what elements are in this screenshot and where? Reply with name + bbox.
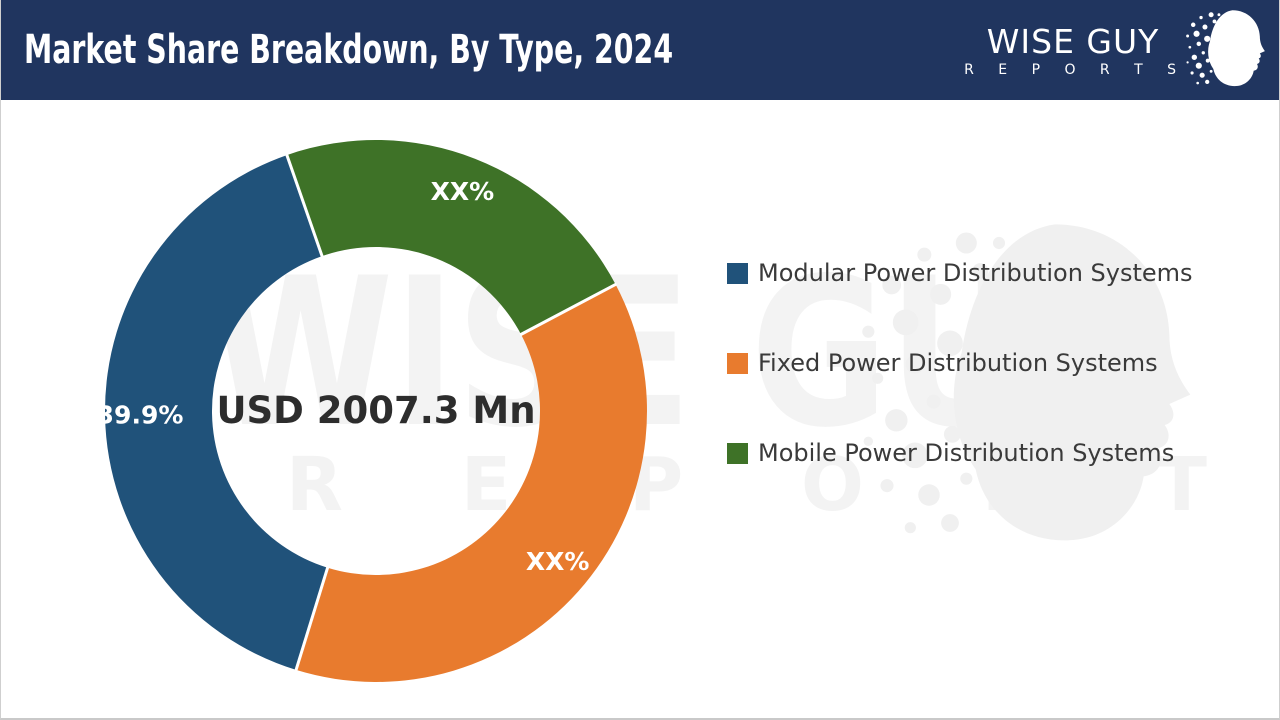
- legend-item-fixed: Fixed Power Distribution Systems: [727, 350, 1193, 376]
- header-bar: Market Share Breakdown, By Type, 2024 WI…: [0, 0, 1280, 100]
- donut-segment: [286, 139, 616, 335]
- legend-swatch-modular: [727, 262, 748, 284]
- legend-item-mobile: Mobile Power Distribution Systems: [727, 440, 1193, 466]
- legend-swatch-fixed: [727, 352, 748, 374]
- logo-reports-label: R E P O R T S: [964, 62, 1186, 78]
- page-title: Market Share Breakdown, By Type, 2024: [24, 0, 938, 100]
- chart-legend: Modular Power Distribution Systems Fixed…: [727, 260, 1193, 466]
- wiseguy-logo-text: WISE GUY R E P O R T S: [960, 22, 1186, 78]
- legend-label-modular: Modular Power Distribution Systems: [758, 259, 1193, 287]
- segment-label: XX%: [526, 547, 590, 576]
- segment-gap-line: [519, 282, 618, 337]
- legend-swatch-mobile: [727, 442, 748, 464]
- wiseguy-face-icon: [1182, 8, 1266, 92]
- wiseguy-logo: WISE GUY R E P O R T S: [960, 8, 1266, 92]
- segment-gap-line: [294, 566, 330, 672]
- segment-gap-line: [285, 153, 324, 258]
- donut-segment: [104, 155, 328, 670]
- legend-label-mobile: Mobile Power Distribution Systems: [758, 439, 1175, 467]
- legend-item-modular: Modular Power Distribution Systems: [727, 260, 1193, 286]
- segment-label: 39.9%: [97, 401, 184, 430]
- legend-label-fixed: Fixed Power Distribution Systems: [758, 349, 1158, 377]
- chart-center-value: USD 2007.3 Mn: [216, 389, 536, 432]
- donut-segment: [296, 284, 648, 683]
- logo-wiseguy-label: WISE GUY: [986, 22, 1160, 61]
- page-title-text: Market Share Breakdown, By Type, 2024: [24, 27, 674, 73]
- segment-label: XX%: [431, 177, 495, 206]
